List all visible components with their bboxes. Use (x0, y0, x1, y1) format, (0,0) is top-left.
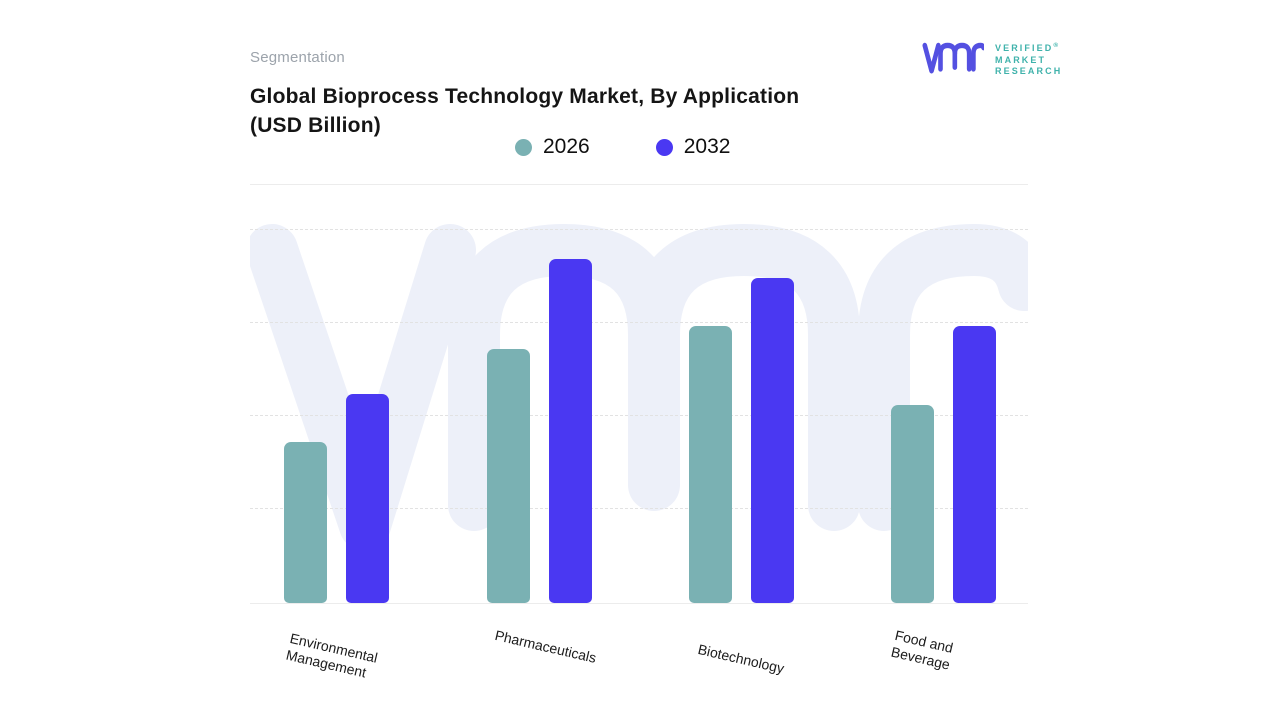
bar-2032-environmental-management (346, 394, 389, 603)
bar-2026-food-and-beverage (891, 405, 934, 603)
eyebrow-label: Segmentation (250, 49, 345, 66)
legend-label: 2026 (543, 135, 590, 158)
wordmark-line-1: VERIFIED (995, 43, 1054, 53)
bar-2032-pharmaceuticals (549, 259, 592, 603)
x-axis-label-biotechnology: Biotechnology (696, 641, 786, 677)
brand-logo: VERIFIED® MARKET RESEARCH (922, 40, 1062, 78)
chart-title-line-2: (USD Billion) (250, 114, 381, 137)
bar-2032-food-and-beverage (953, 326, 996, 603)
vmr-monogram-icon (922, 43, 984, 74)
wordmark-line-3: RESEARCH (995, 66, 1063, 76)
legend-item-2026: 2026 (515, 135, 590, 159)
vmr-logo-wordmark: VERIFIED® MARKET RESEARCH (995, 40, 1062, 78)
wordmark-line-2: MARKET (995, 54, 1047, 65)
registered-trademark: ® (1053, 42, 1059, 49)
bar-2026-biotechnology (689, 326, 732, 603)
gridline (250, 415, 1028, 416)
x-axis-label-food-and-beverage: Food and Beverage (889, 627, 955, 673)
chart-legend: 2026 2032 (515, 135, 730, 159)
gridline (250, 229, 1028, 230)
x-axis-label-pharmaceuticals: Pharmaceuticals (493, 627, 598, 666)
chart-title: Global Bioprocess Technology Market, By … (250, 82, 910, 140)
gridline (250, 508, 1028, 509)
bar-2026-environmental-management (284, 442, 327, 603)
legend-swatch-icon (515, 138, 532, 156)
bar-2032-biotechnology (751, 278, 794, 603)
legend-label: 2032 (683, 135, 731, 158)
x-axis-label-environmental-management: Environmental Management (284, 630, 380, 681)
legend-item-2032: 2032 (655, 135, 731, 159)
bar-2026-pharmaceuticals (487, 349, 530, 603)
plot-area: Environmental Management Pharmaceuticals B… (250, 195, 1028, 681)
header-divider (250, 184, 1028, 185)
gridline (250, 322, 1028, 323)
legend-swatch-icon (655, 138, 673, 156)
chart-title-line-1: Global Bioprocess Technology Market, By … (250, 85, 800, 108)
